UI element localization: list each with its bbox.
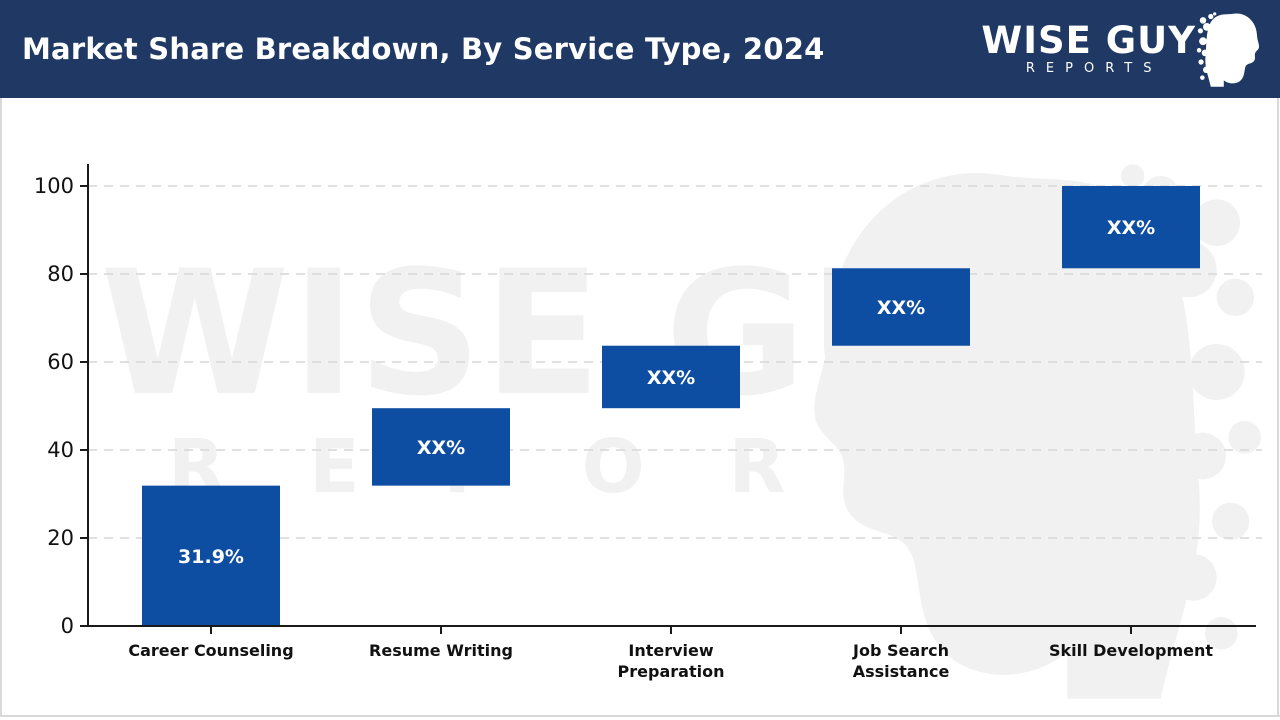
wiseguy-logo-text: WISE GUY REPORTS: [981, 18, 1196, 77]
waterfall-chart: 31.9% XX% XX% XX% XX% 0 20 40 60 80 100 Career Coun…: [34, 164, 1262, 681]
y-axis-tick-label-100: 100: [34, 174, 74, 198]
bar-value-label-job-search-assistance: XX%: [877, 297, 925, 319]
bar-value-label-resume-writing: XX%: [417, 437, 465, 459]
header-banner: Market Share Breakdown, By Service Type,…: [0, 0, 1280, 98]
bar-value-label-career-counseling: 31.9%: [178, 546, 244, 568]
x-axis-category-label-interview-preparation: Preparation: [618, 662, 725, 681]
right-edge-line: [1277, 98, 1279, 716]
x-axis-category-label-interview-preparation: Interview: [628, 641, 714, 660]
bar-career-counseling: [142, 485, 280, 626]
bar-resume-writing: [372, 408, 510, 486]
y-axis-tick-label-20: 20: [47, 526, 74, 550]
logo-wordmark: WISE GUY: [981, 18, 1196, 62]
x-axis-category-label-job-search-assistance: Assistance: [853, 662, 950, 681]
x-axis-category-label-resume-writing: Resume Writing: [369, 641, 513, 660]
page-title: Market Share Breakdown, By Service Type,…: [22, 32, 825, 66]
chart-area: WISE GUY REPORTS 31.9% XX% XX% XX% XX% 0 20 40 6…: [0, 98, 1280, 720]
x-axis-category-label-job-search-assistance: Job Search: [852, 641, 949, 660]
bar-value-label-skill-development: XX%: [1107, 217, 1155, 239]
bottom-edge-line: [0, 715, 1280, 717]
bar-interview-preparation: [602, 345, 740, 409]
x-axis-category-label-career-counseling: Career Counseling: [128, 641, 293, 660]
wiseguy-face-logo-icon: [1196, 12, 1260, 87]
y-axis-tick-label-60: 60: [47, 350, 74, 374]
left-edge-line: [0, 98, 2, 716]
y-axis-tick-label-40: 40: [47, 438, 74, 462]
x-axis-category-label-skill-development: Skill Development: [1049, 641, 1213, 660]
bar-value-label-interview-preparation: XX%: [647, 367, 695, 389]
y-axis-tick-label-0: 0: [61, 614, 74, 638]
logo-subtext: REPORTS: [1025, 61, 1163, 77]
y-axis-tick-label-80: 80: [47, 262, 74, 286]
wiseguy-logo: WISE GUY REPORTS: [981, 10, 1266, 88]
